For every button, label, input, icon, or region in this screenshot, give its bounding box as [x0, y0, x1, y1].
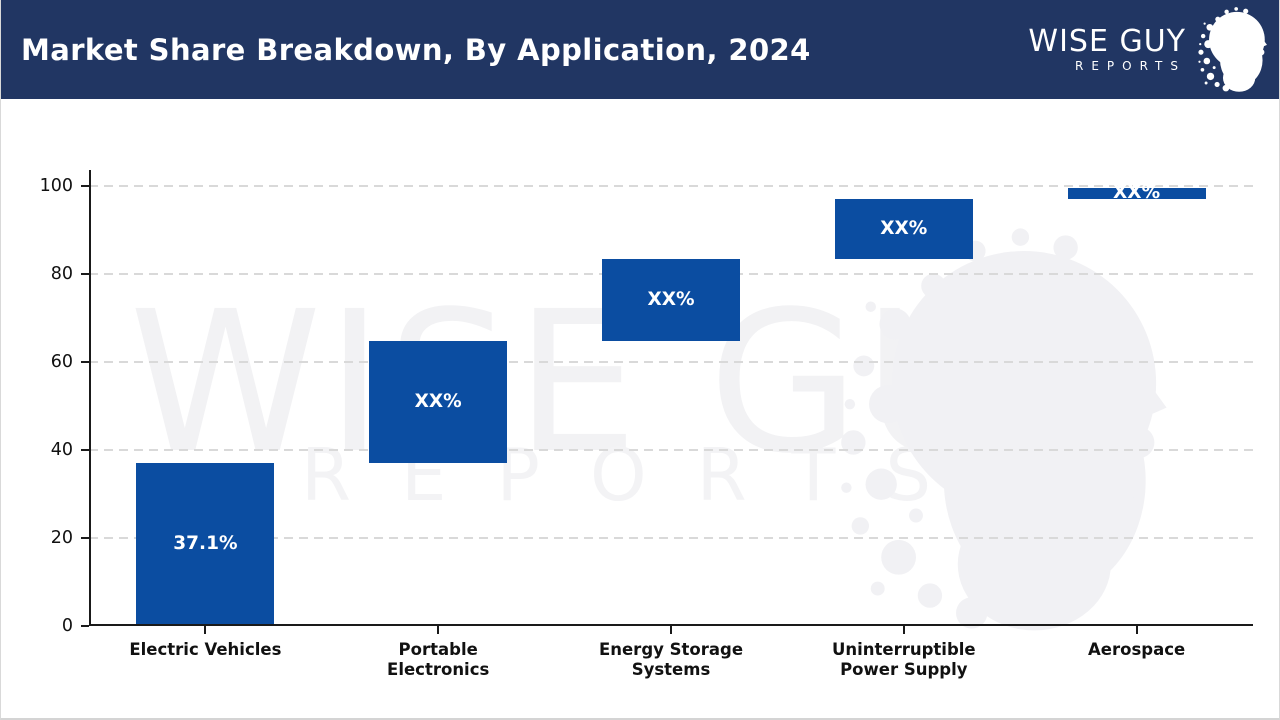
logo-subtitle: REPORTS	[1074, 59, 1186, 74]
wise-guy-face-icon	[1198, 6, 1267, 92]
report-header: Market Share Breakdown, By Application, …	[1, 0, 1279, 99]
x-category-label-line: Aerospace	[1088, 640, 1186, 659]
bar-value-label-portable-electronics: XX%	[414, 390, 462, 412]
x-category-label-line: Uninterruptible	[831, 640, 976, 659]
x-category-label-line: Systems	[631, 660, 711, 679]
x-tick-mark-electric-vehicles	[204, 626, 207, 634]
bar-uninterruptible-power-supply: XX%	[834, 199, 973, 260]
x-category-label-electric-vehicles: Electric Vehicles	[129, 640, 281, 660]
bar-value-label-uninterruptible-power-supply: XX%	[880, 217, 928, 239]
y-tick-mark-60	[81, 361, 89, 363]
y-tick-label-60: 60	[50, 352, 73, 372]
logo-name: WISE GUY	[1028, 23, 1186, 59]
x-category-label-line: Energy Storage	[598, 640, 744, 659]
y-tick-label-100: 100	[39, 176, 73, 196]
page-title: Market Share Breakdown, By Application, …	[21, 32, 811, 67]
x-tick-mark-aerospace	[1135, 626, 1138, 634]
x-category-label-line: Portable	[398, 640, 478, 659]
x-category-label-line: Electronics	[387, 660, 490, 679]
x-category-label-line: Electric Vehicles	[129, 640, 282, 659]
gridline-60	[89, 361, 1253, 363]
y-tick-mark-80	[81, 273, 89, 275]
bar-value-label-energy-storage-systems: XX%	[647, 288, 695, 310]
y-tick-label-20: 20	[50, 528, 73, 548]
brand-logo: WISE GUY REPORTS	[1028, 0, 1275, 99]
x-category-label-aerospace: Aerospace	[1088, 640, 1185, 660]
y-tick-mark-20	[81, 537, 89, 539]
bar-energy-storage-systems: XX%	[602, 259, 740, 341]
x-category-label-energy-storage-systems: Energy Storage Systems	[599, 640, 743, 680]
y-tick-label-80: 80	[50, 264, 73, 284]
y-tick-mark-100	[81, 185, 89, 187]
x-category-label-line: Power Supply	[840, 660, 968, 679]
gridline-100	[89, 185, 1253, 187]
bar-portable-electronics: XX%	[369, 340, 508, 463]
x-tick-mark-uninterruptible-power-supply	[902, 626, 905, 634]
bar-electric-vehicles: 37.1%	[136, 462, 275, 626]
chart-canvas: WISE GUY REPORTS 0 20 40 60 80 100 37.1% Electr…	[1, 99, 1279, 718]
gridline-40	[89, 449, 1253, 451]
x-category-label-uninterruptible-power-supply: Uninterruptible Power Supply	[832, 640, 976, 680]
y-axis-line	[89, 170, 91, 626]
y-tick-label-0: 0	[61, 616, 73, 636]
gridline-20	[89, 537, 1253, 539]
x-tick-mark-energy-storage-systems	[670, 626, 672, 634]
x-category-label-portable-electronics: Portable Electronics	[387, 640, 489, 680]
y-tick-mark-0	[81, 625, 89, 627]
bar-value-label-electric-vehicles: 37.1%	[173, 533, 238, 555]
x-tick-mark-portable-electronics	[437, 626, 440, 634]
logo-wordmark: WISE GUY REPORTS	[1028, 26, 1186, 74]
x-axis-line	[89, 624, 1253, 626]
bar-value-label-aerospace: XX%	[1113, 182, 1161, 204]
bar-aerospace: XX%	[1067, 184, 1206, 202]
plot-area: 0 20 40 60 80 100 37.1% Electric Vehicles XX% Por…	[40, 170, 1253, 679]
y-tick-mark-40	[81, 449, 89, 451]
y-tick-label-40: 40	[50, 440, 73, 460]
